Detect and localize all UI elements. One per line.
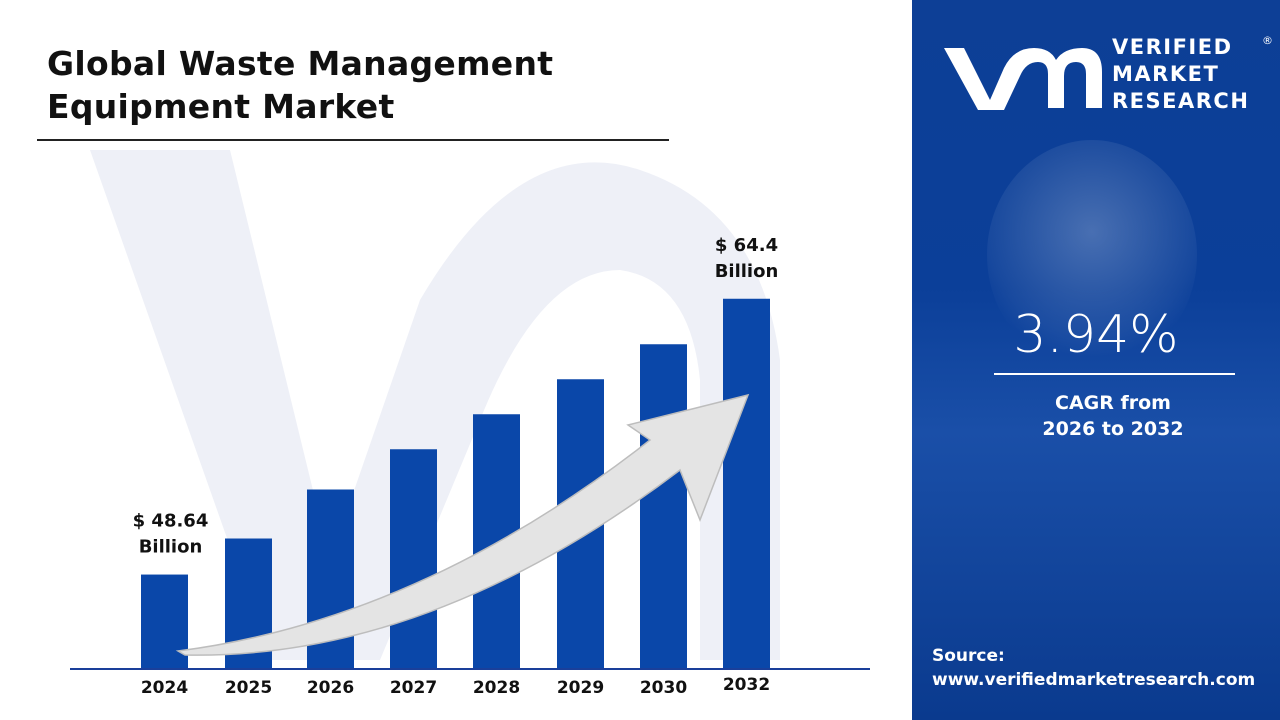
brand-name: VERIFIED MARKET RESEARCH (1112, 35, 1250, 113)
title-divider (37, 139, 669, 141)
trend-arrow-icon (175, 393, 750, 656)
cagr-label: CAGR from 2026 to 2032 (1042, 392, 1184, 440)
summary-panel: VERIFIED MARKET RESEARCH ® 3.94% CAGR fr… (912, 0, 1280, 720)
registered-mark: ® (1262, 34, 1273, 47)
x-tick-label: 2032 (723, 675, 770, 695)
source-label: Source: (932, 646, 1005, 666)
chart-panel: Global Waste Management Equipment Market… (37, 42, 870, 698)
bar-2032 (723, 298, 770, 668)
x-tick-label: 2027 (390, 678, 437, 698)
bar-2030 (640, 344, 687, 668)
vmr-logo-icon (944, 48, 1102, 110)
title-line-1: Global Waste Management (47, 44, 554, 83)
watermark-logo (90, 150, 780, 660)
x-tick-label: 2025 (225, 678, 272, 698)
lightbulb-background-image (987, 140, 1197, 370)
x-tick-label: 2026 (307, 678, 354, 698)
title-line-2: Equipment Market (47, 87, 395, 126)
data-label: $ 64.4 (715, 235, 778, 256)
x-tick-label: 2024 (141, 678, 188, 698)
source: Source: www.verifiedmarketresearch.com (932, 644, 1255, 692)
x-tick-label: 2028 (473, 678, 520, 698)
chart-title: Global Waste Management Equipment Market (47, 42, 553, 128)
data-label: $ 48.64 (133, 511, 209, 532)
bar-2027 (390, 449, 437, 668)
x-tick-label: 2030 (640, 678, 687, 698)
cagr-value: 3.94% (1013, 305, 1179, 365)
data-label: Billion (715, 261, 779, 282)
cagr-divider (994, 373, 1235, 375)
data-label: Billion (139, 537, 203, 558)
x-tick-label: 2029 (557, 678, 604, 698)
bar-chart: 2024 2025 2026 2027 2028 2029 2030 2032 $ 48.64… (70, 235, 870, 698)
source-link[interactable]: www.verifiedmarketresearch.com (932, 670, 1256, 690)
bar-2024 (141, 574, 188, 668)
